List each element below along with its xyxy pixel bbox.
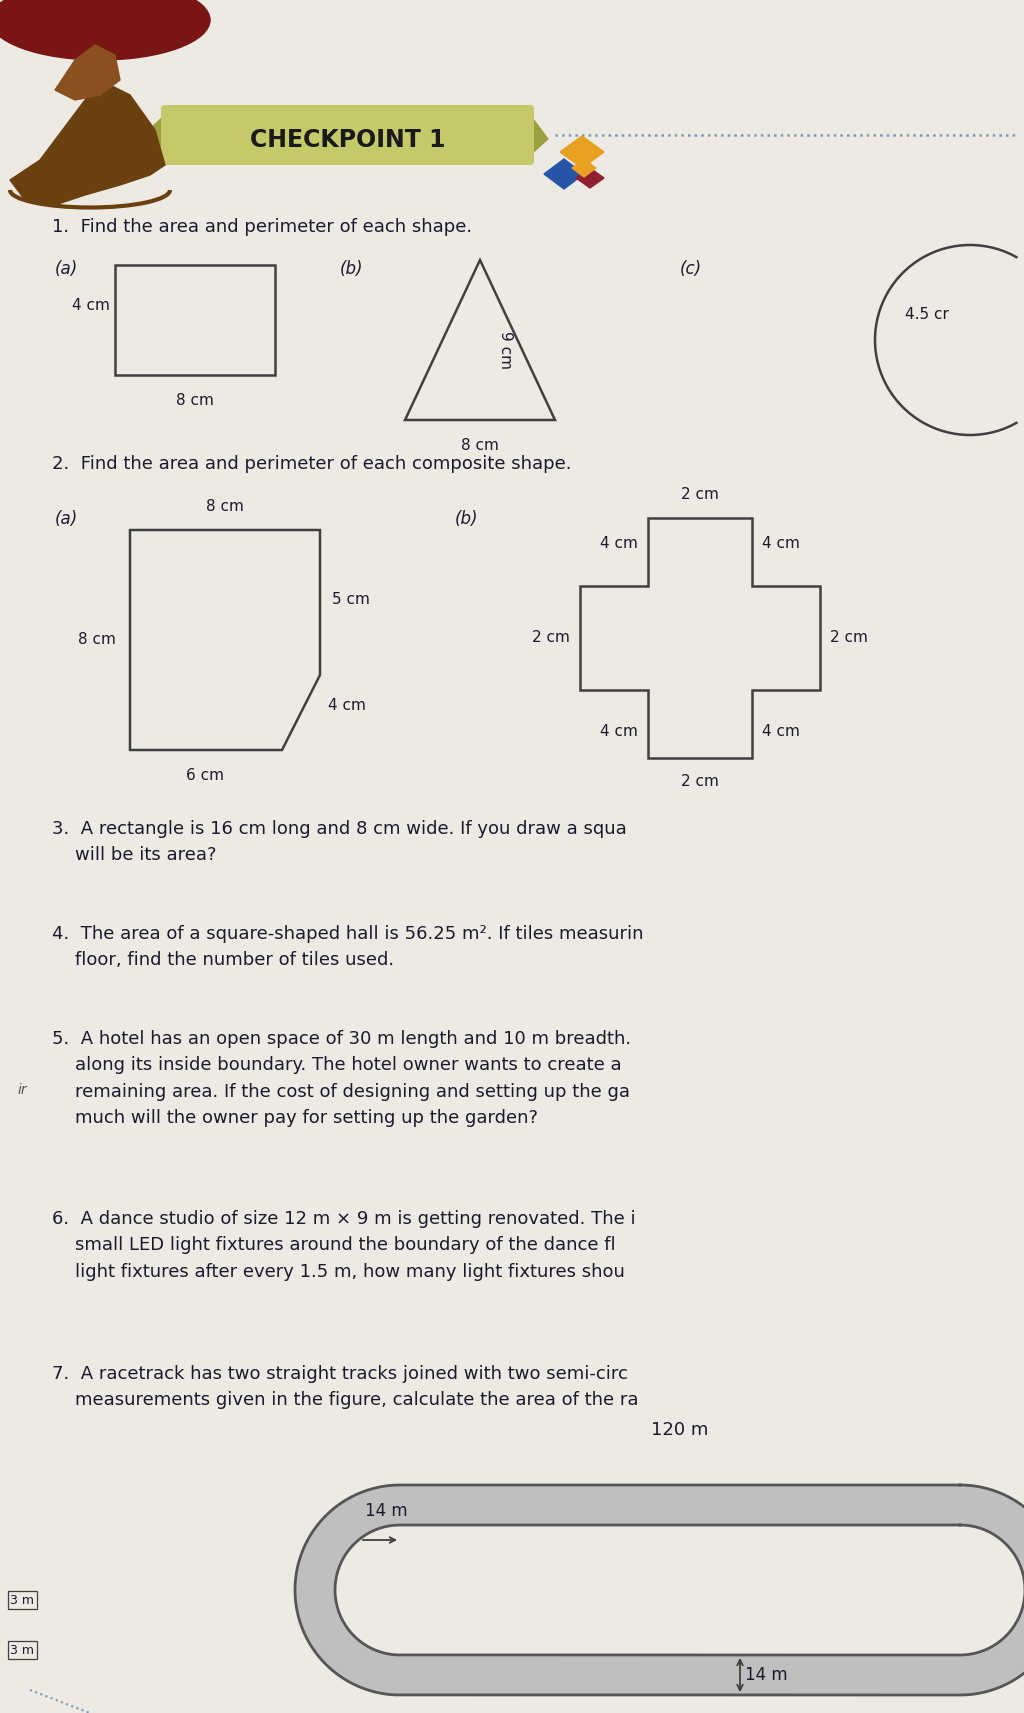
Ellipse shape — [0, 0, 210, 60]
Text: 4.5 cr: 4.5 cr — [905, 307, 949, 322]
Text: 8 cm: 8 cm — [206, 498, 244, 514]
Text: ir: ir — [17, 1083, 27, 1096]
Text: 3 m: 3 m — [10, 1593, 34, 1607]
Polygon shape — [560, 135, 604, 168]
Text: 2.  Find the area and perimeter of each composite shape.: 2. Find the area and perimeter of each c… — [52, 456, 571, 473]
Text: 8 cm: 8 cm — [461, 439, 499, 452]
Text: 8 cm: 8 cm — [176, 392, 214, 408]
Text: 2 cm: 2 cm — [830, 630, 868, 646]
Text: 2 cm: 2 cm — [681, 774, 719, 790]
Text: 8 cm: 8 cm — [78, 632, 116, 648]
Polygon shape — [137, 115, 165, 154]
Text: 4.  The area of a square-shaped hall is 56.25 m². If tiles measurin
    floor, f: 4. The area of a square-shaped hall is 5… — [52, 925, 643, 970]
Text: (a): (a) — [55, 510, 78, 528]
Text: 3 m: 3 m — [10, 1643, 34, 1656]
Text: 7.  A racetrack has two straight tracks joined with two semi-circ
    measuremen: 7. A racetrack has two straight tracks j… — [52, 1365, 639, 1410]
Polygon shape — [572, 159, 596, 176]
Text: 6.  A dance studio of size 12 m × 9 m is getting renovated. The i
    small LED : 6. A dance studio of size 12 m × 9 m is … — [52, 1209, 636, 1281]
Polygon shape — [544, 159, 584, 188]
Text: 1.  Find the area and perimeter of each shape.: 1. Find the area and perimeter of each s… — [52, 218, 472, 236]
Polygon shape — [530, 115, 548, 154]
Polygon shape — [335, 1525, 1024, 1655]
Text: 4 cm: 4 cm — [600, 536, 638, 552]
FancyBboxPatch shape — [161, 104, 534, 164]
Text: 4 cm: 4 cm — [762, 725, 800, 740]
Bar — [115, 266, 275, 375]
Text: 4 cm: 4 cm — [762, 536, 800, 552]
Text: 5 cm: 5 cm — [332, 593, 370, 608]
Polygon shape — [295, 1485, 1024, 1694]
Text: (b): (b) — [340, 260, 364, 278]
Text: 2 cm: 2 cm — [532, 630, 570, 646]
Text: 14 m: 14 m — [365, 1502, 408, 1519]
Text: (a): (a) — [55, 260, 78, 278]
Text: 3.  A rectangle is 16 cm long and 8 cm wide. If you draw a squa
    will be its : 3. A rectangle is 16 cm long and 8 cm wi… — [52, 821, 627, 865]
Text: 120 m: 120 m — [651, 1422, 709, 1439]
Text: (c): (c) — [680, 260, 702, 278]
Text: (b): (b) — [455, 510, 478, 528]
Text: 2 cm: 2 cm — [681, 486, 719, 502]
Text: 4 cm: 4 cm — [328, 697, 366, 713]
Text: 4 cm: 4 cm — [72, 298, 110, 312]
Text: 9 cm: 9 cm — [498, 331, 513, 368]
Text: 14 m: 14 m — [745, 1667, 787, 1684]
Polygon shape — [55, 45, 120, 99]
Text: 4 cm: 4 cm — [600, 725, 638, 740]
Polygon shape — [575, 168, 604, 188]
Polygon shape — [10, 81, 165, 206]
Text: 5.  A hotel has an open space of 30 m length and 10 m breadth.
    along its ins: 5. A hotel has an open space of 30 m len… — [52, 1030, 631, 1127]
Text: 6 cm: 6 cm — [186, 767, 224, 783]
Text: CHECKPOINT 1: CHECKPOINT 1 — [250, 128, 445, 152]
